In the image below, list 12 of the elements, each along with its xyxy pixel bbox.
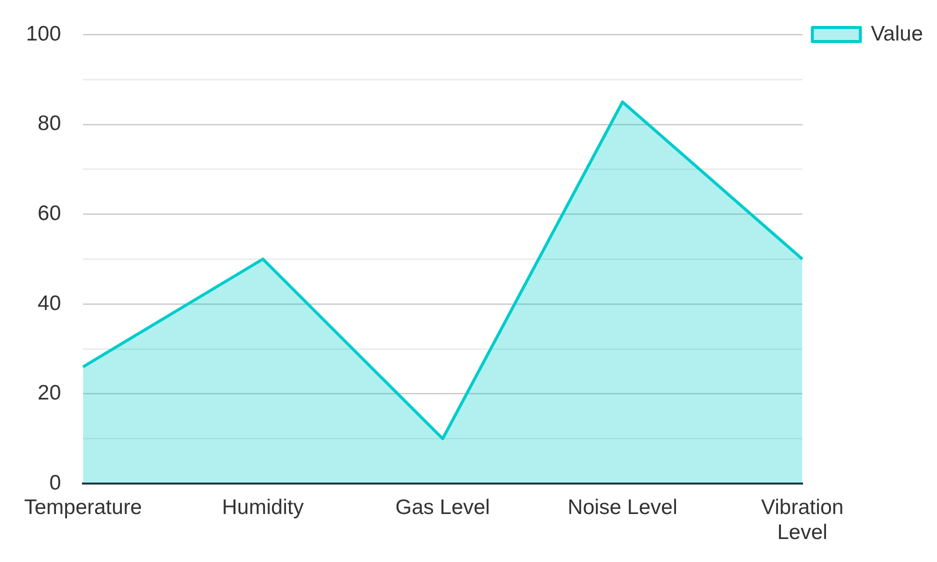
y-tick-label: 60: [38, 202, 62, 225]
y-tick-label: 100: [26, 22, 62, 46]
y-tick-label: 0: [49, 471, 62, 494]
x-tick-label: Noise Level: [568, 496, 678, 519]
x-tick-label: Gas Level: [395, 496, 490, 519]
legend-label: Value: [870, 22, 924, 46]
y-tick-label: 20: [38, 382, 62, 405]
x-tick-label: Temperature: [24, 496, 142, 519]
y-tick-label: 80: [38, 112, 62, 136]
x-tick-label: Vibration Level: [761, 496, 844, 544]
y-tick-label: 40: [38, 292, 62, 315]
x-tick-label: Humidity: [222, 496, 304, 519]
